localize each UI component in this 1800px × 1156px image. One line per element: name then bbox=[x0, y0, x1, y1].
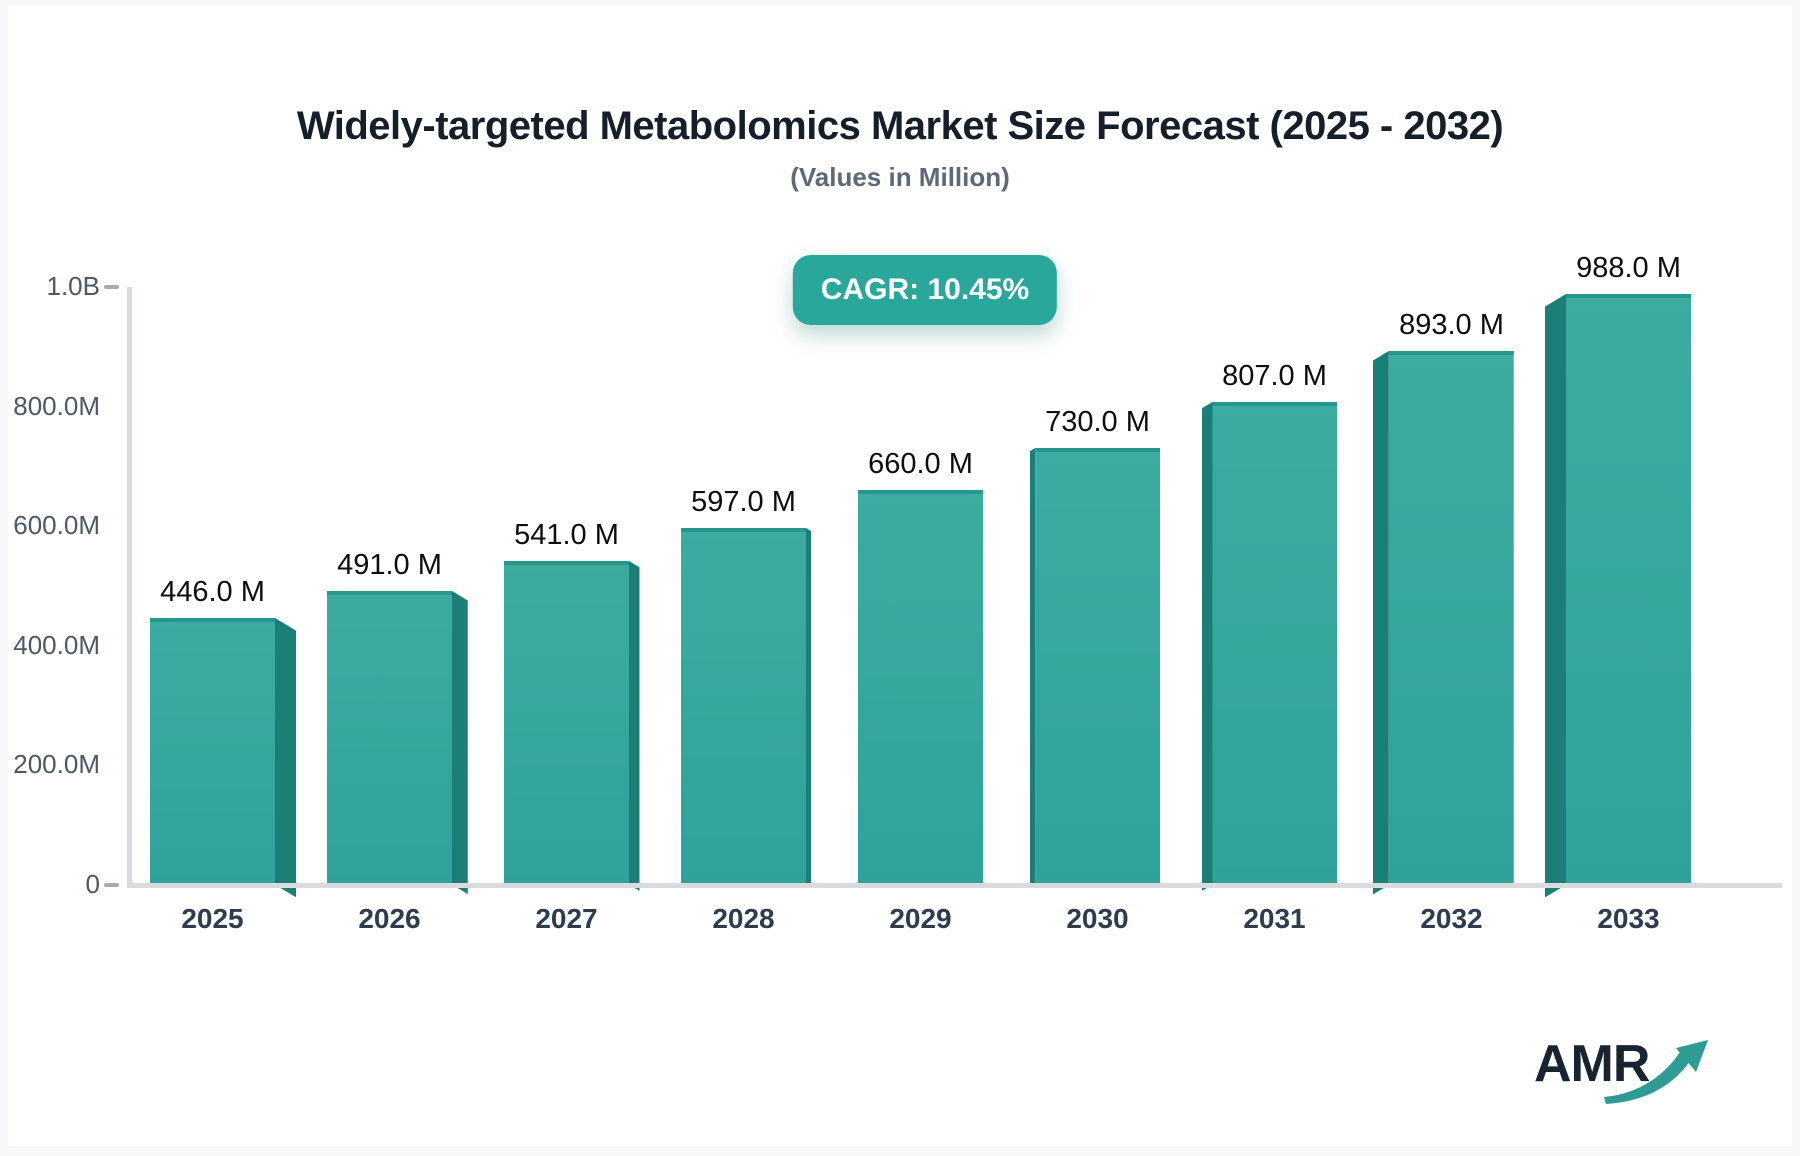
bar-top-edge bbox=[1566, 294, 1691, 299]
bar-top-edge bbox=[150, 618, 275, 623]
bar-front-face bbox=[1035, 448, 1160, 885]
bar-value-label: 541.0 M bbox=[514, 519, 619, 552]
bar-side-face bbox=[1373, 350, 1390, 895]
x-axis-label: 2033 bbox=[1597, 903, 1660, 934]
bar-2029[interactable] bbox=[858, 490, 983, 885]
cagr-badge: CAGR: 10.45% bbox=[792, 255, 1058, 325]
bar-side-face bbox=[274, 618, 296, 898]
bar-value-label: 730.0 M bbox=[1045, 406, 1150, 439]
bar-front-face bbox=[858, 490, 983, 885]
x-axis-label: 2028 bbox=[712, 903, 775, 934]
bar-value-label: 491.0 M bbox=[337, 549, 442, 582]
bar-front-face bbox=[504, 561, 629, 885]
bar-value-label: 446.0 M bbox=[160, 576, 265, 609]
page-subtitle: (Values in Million) bbox=[790, 162, 1010, 192]
y-axis-label: 800.0M bbox=[13, 390, 100, 421]
bar-top-edge bbox=[1212, 402, 1337, 407]
x-axis-label: 2025 bbox=[181, 903, 244, 934]
y-axis-label: 0 bbox=[85, 869, 100, 899]
cagr-badge-label: CAGR: 10.45% bbox=[820, 273, 1030, 306]
bar-2031[interactable] bbox=[1201, 402, 1338, 892]
bar-top-edge bbox=[1035, 448, 1160, 453]
bar-2026[interactable] bbox=[327, 591, 468, 895]
bar-2032[interactable] bbox=[1373, 350, 1514, 895]
x-axis-label: 2030 bbox=[1066, 903, 1129, 934]
bar-2033[interactable] bbox=[1545, 294, 1691, 898]
y-axis-tick bbox=[104, 883, 119, 887]
bar-value-label: 893.0 M bbox=[1399, 308, 1504, 341]
brand-logo-text: AMR bbox=[1534, 1035, 1650, 1093]
bar-value-label: 597.0 M bbox=[691, 485, 796, 518]
bar-top-edge bbox=[1389, 350, 1514, 355]
bar-front-face bbox=[1389, 350, 1514, 885]
bar-front-face bbox=[1566, 294, 1691, 885]
bar-side-face bbox=[1545, 294, 1567, 898]
bar-side-face bbox=[1029, 448, 1036, 889]
bar-top-edge bbox=[327, 591, 452, 596]
y-axis-label: 600.0M bbox=[13, 510, 100, 541]
bar-top-edge bbox=[504, 561, 629, 566]
bar-2025[interactable] bbox=[150, 618, 296, 898]
bar-side-face bbox=[628, 561, 640, 892]
y-axis-label: 400.0M bbox=[13, 629, 100, 660]
bar-front-face bbox=[150, 618, 275, 885]
bar-2030[interactable] bbox=[1029, 448, 1160, 889]
bar-top-edge bbox=[858, 490, 983, 495]
x-axis-label: 2026 bbox=[358, 903, 421, 934]
bar-side-face bbox=[451, 591, 468, 895]
y-axis-label: 200.0M bbox=[13, 749, 100, 780]
bar-front-face bbox=[1212, 402, 1337, 885]
bar-value-label: 660.0 M bbox=[868, 448, 973, 481]
y-axis-line bbox=[127, 287, 132, 888]
page-title: Widely-targeted Metabolomics Market Size… bbox=[296, 104, 1504, 148]
y-axis-tick bbox=[104, 285, 119, 289]
bar-value-label: 988.0 M bbox=[1576, 252, 1681, 285]
x-axis-line bbox=[127, 883, 1782, 888]
growth-arrow-icon bbox=[1604, 1040, 1708, 1104]
brand-logo: AMR bbox=[1530, 1032, 1730, 1116]
y-axis-label: 1.0B bbox=[46, 271, 101, 301]
x-axis-label: 2027 bbox=[535, 903, 598, 934]
bar-front-face bbox=[681, 527, 806, 885]
bar-value-label: 807.0 M bbox=[1222, 360, 1327, 393]
x-axis-label: 2032 bbox=[1420, 903, 1483, 934]
bar-side-face bbox=[805, 527, 812, 889]
x-axis-label: 2031 bbox=[1243, 903, 1306, 934]
bar-2027[interactable] bbox=[504, 561, 640, 892]
bar-top-edge bbox=[681, 527, 806, 532]
bar-front-face bbox=[327, 591, 452, 885]
x-axis-label: 2029 bbox=[889, 903, 952, 934]
bar-side-face bbox=[1201, 402, 1213, 892]
bar-2028[interactable] bbox=[681, 527, 812, 889]
